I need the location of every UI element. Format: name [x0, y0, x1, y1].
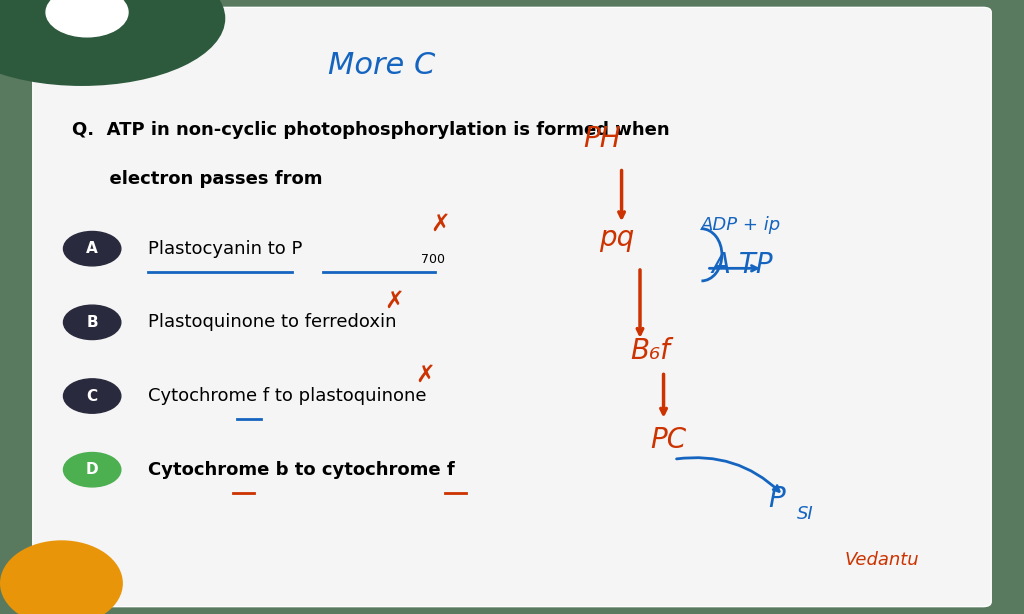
Text: PH: PH — [584, 125, 622, 154]
Circle shape — [63, 379, 121, 413]
Text: PC: PC — [650, 426, 686, 454]
Text: SI: SI — [797, 505, 813, 523]
Text: pq: pq — [599, 223, 634, 252]
Text: ADP + ip: ADP + ip — [701, 216, 781, 235]
Text: A TP: A TP — [712, 251, 773, 279]
Text: C: C — [87, 389, 97, 403]
Text: Q.  ATP in non-cyclic photophosphorylation is formed when: Q. ATP in non-cyclic photophosphorylatio… — [72, 121, 670, 139]
Text: B: B — [86, 315, 98, 330]
Text: B₆f: B₆f — [630, 337, 670, 365]
Ellipse shape — [0, 540, 123, 614]
Text: A: A — [86, 241, 98, 256]
Text: More C: More C — [328, 51, 435, 80]
Text: Plastoquinone to ferredoxin: Plastoquinone to ferredoxin — [148, 313, 397, 332]
Ellipse shape — [0, 0, 225, 86]
Text: 700: 700 — [421, 253, 444, 266]
Text: electron passes from: electron passes from — [72, 170, 323, 188]
Circle shape — [46, 0, 128, 37]
Text: ✗: ✗ — [430, 212, 451, 236]
Text: ✗: ✗ — [415, 362, 435, 387]
Text: D: D — [86, 462, 98, 477]
Circle shape — [63, 453, 121, 487]
FancyBboxPatch shape — [33, 7, 991, 607]
Text: Cytochrome f to plastoquinone: Cytochrome f to plastoquinone — [148, 387, 427, 405]
Circle shape — [63, 231, 121, 266]
Text: P: P — [768, 484, 784, 513]
Circle shape — [63, 305, 121, 340]
Text: Cytochrome b to cytochrome f: Cytochrome b to cytochrome f — [148, 460, 456, 479]
Text: Vedantu: Vedantu — [845, 551, 920, 569]
Text: ✗: ✗ — [384, 289, 404, 313]
Text: Plastocyanin to P: Plastocyanin to P — [148, 239, 303, 258]
